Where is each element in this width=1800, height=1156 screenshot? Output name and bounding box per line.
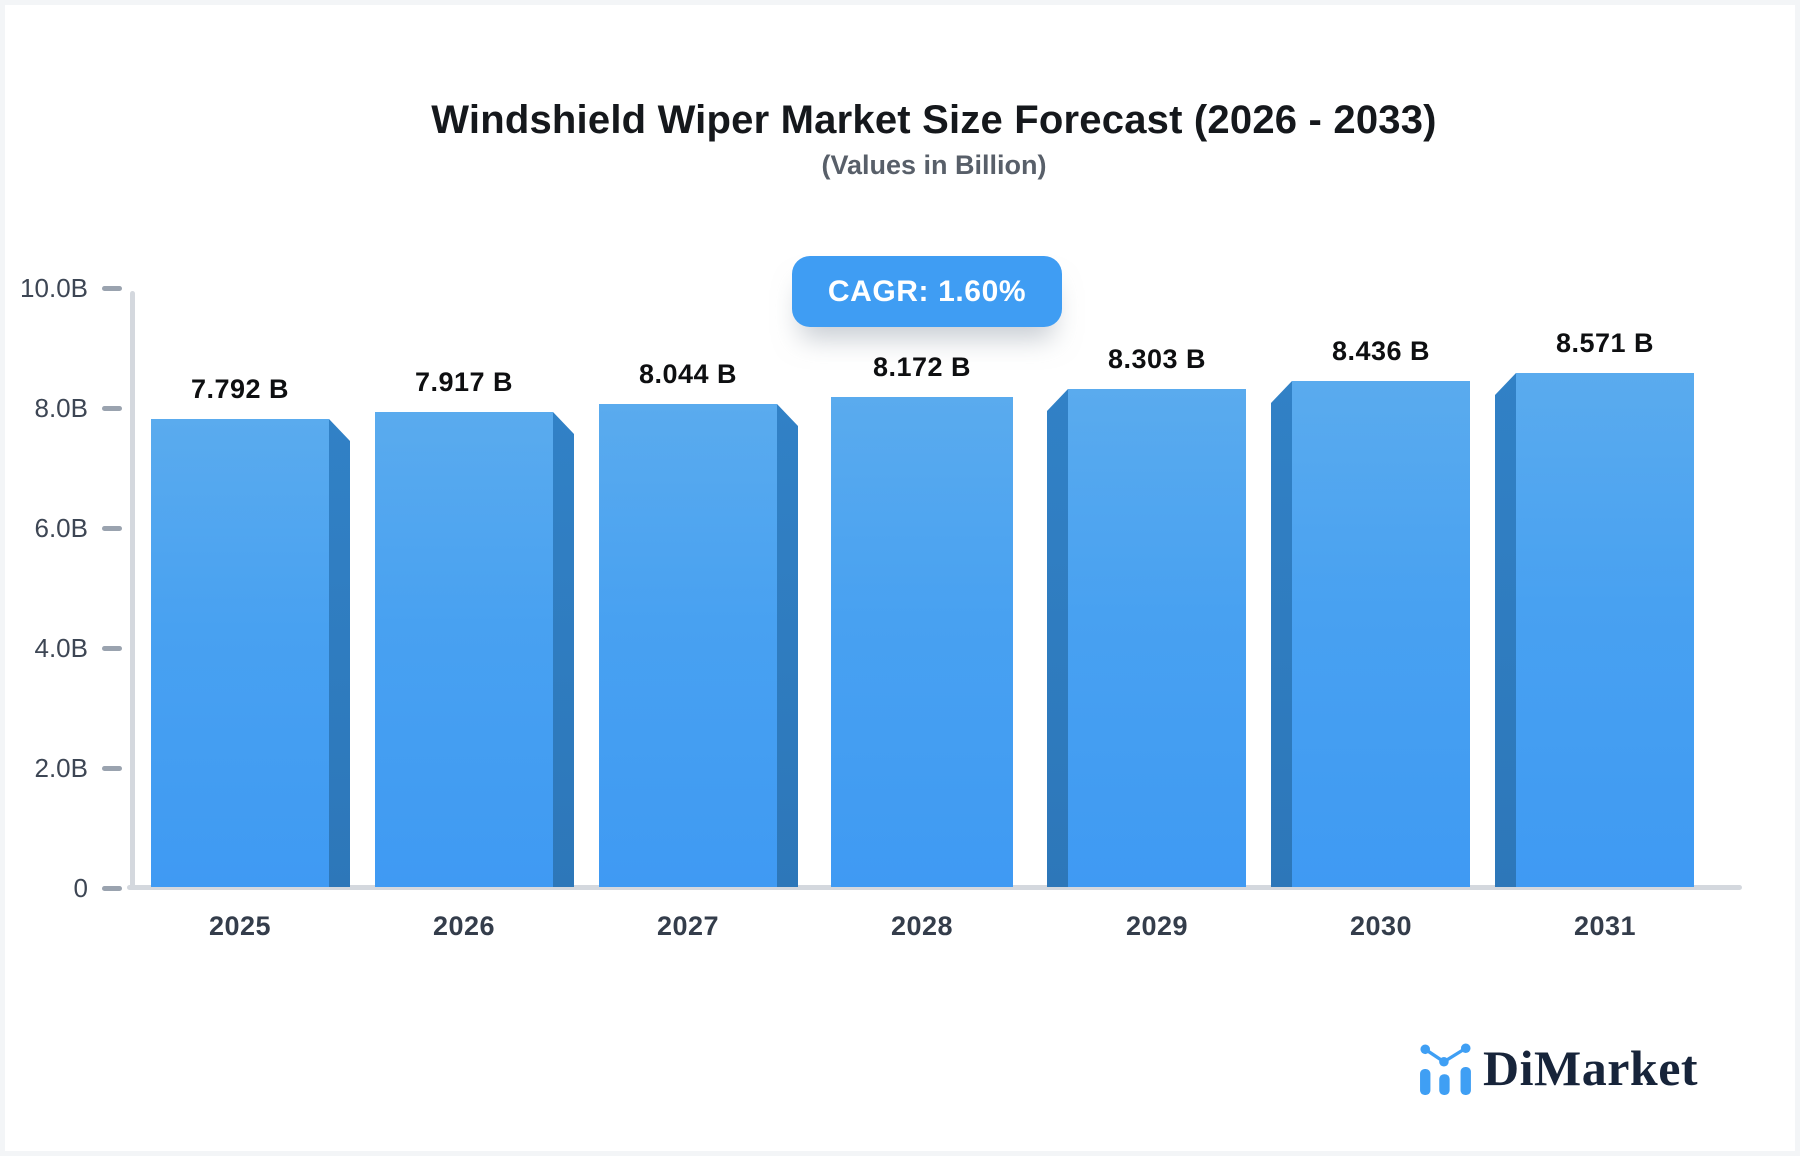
bar-2028 <box>831 397 1013 887</box>
bar-2025 <box>151 419 329 887</box>
x-axis-label-2028: 2028 <box>890 911 954 941</box>
bar-2030 <box>1292 381 1470 887</box>
y-tick-mark <box>102 526 122 531</box>
x-axis-label-2030: 2030 <box>1349 911 1413 941</box>
bar-2026 <box>375 412 553 887</box>
chart-subtitle: (Values in Billion) <box>821 150 1047 180</box>
cagr-badge: CAGR: 1.60% <box>792 256 1062 327</box>
y-tick-label-0: 0 <box>73 873 88 903</box>
x-axis-label-2027: 2027 <box>656 911 720 941</box>
x-axis-label-2025: 2025 <box>208 911 272 941</box>
bar-value-label-2030: 8.436 B <box>1331 336 1431 366</box>
y-tick-mark <box>102 886 122 891</box>
y-tick-mark <box>102 646 122 651</box>
bar-value-label-2031: 8.571 B <box>1555 328 1655 358</box>
bar-side-2027 <box>777 404 798 887</box>
bar-2031 <box>1516 373 1694 887</box>
bar-value-label-2025: 7.792 B <box>190 374 290 404</box>
bar-side-2030 <box>1271 381 1292 887</box>
bar-chart-logo-icon <box>1420 1043 1471 1095</box>
dimarket-logo: DiMarket <box>1420 1038 1698 1098</box>
bar-value-label-2028: 8.172 B <box>872 352 972 382</box>
y-tick-mark <box>102 406 122 411</box>
y-tick-label-4.0B: 4.0B <box>34 633 89 663</box>
y-tick-label-10.0B: 10.0B <box>20 273 88 303</box>
bar-side-2026 <box>553 412 574 887</box>
y-tick-mark <box>102 766 122 771</box>
y-tick-mark <box>102 286 122 291</box>
bar-side-2025 <box>329 419 350 887</box>
x-axis-line <box>127 885 1742 890</box>
dimarket-logo-text: DiMarket <box>1483 1040 1699 1096</box>
bar-value-label-2029: 8.303 B <box>1107 344 1207 374</box>
bar-2029 <box>1068 389 1246 887</box>
x-axis-label-2026: 2026 <box>432 911 496 941</box>
y-tick-label-8.0B: 8.0B <box>34 393 89 423</box>
bar-side-2029 <box>1047 389 1068 887</box>
x-axis-label-2031: 2031 <box>1573 911 1637 941</box>
bar-2027 <box>599 404 777 887</box>
y-tick-label-2.0B: 2.0B <box>34 753 89 783</box>
bar-value-label-2026: 7.917 B <box>414 367 514 397</box>
bar-value-label-2027: 8.044 B <box>638 359 738 389</box>
y-tick-label-6.0B: 6.0B <box>34 513 89 543</box>
y-axis-line <box>130 291 135 890</box>
x-axis-label-2029: 2029 <box>1125 911 1189 941</box>
chart-title: Windshield Wiper Market Size Forecast (2… <box>431 98 1437 142</box>
bar-side-2031 <box>1495 373 1516 887</box>
